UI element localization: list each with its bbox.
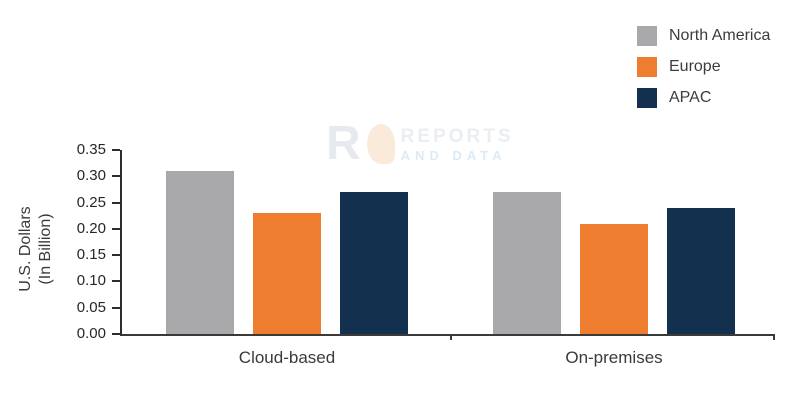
y-tick-label: 0.05: [76, 298, 106, 316]
y-axis-title-line1: U.S. Dollars: [17, 206, 34, 292]
y-tick-mark: [112, 149, 120, 151]
y-tick-mark: [112, 254, 120, 257]
y-tick-label: 0.00: [76, 325, 106, 342]
y-tick-mark: [112, 175, 120, 178]
y-tick-label: 0.20: [76, 219, 106, 237]
plot-area: 0.00 0.05 0.10 0.15 0.20 0.25 0.30 0.35: [77, 141, 775, 342]
bar-north-america-on-premises: [492, 192, 561, 334]
y-axis-title-line2: (In Billion): [37, 213, 54, 285]
y-tick-label: 0.15: [76, 246, 106, 264]
y-tick-label: 0.25: [76, 193, 106, 211]
y-tick-label: 0.10: [76, 272, 106, 290]
category-label-cloud-based: Cloud-based: [238, 348, 336, 367]
y-tick-mark: [112, 306, 120, 309]
y-tick-label: 0.30: [76, 167, 106, 185]
bar-apac-on-premises: [666, 207, 735, 334]
legend-swatch-europe: [637, 57, 657, 77]
bar-apac-cloud-based: [339, 192, 408, 334]
y-tick-mark: [112, 333, 120, 335]
legend: North America Europe APAC: [637, 26, 770, 108]
bar-europe-cloud-based: [252, 213, 321, 334]
legend-swatch-apac: [637, 88, 657, 108]
y-tick-mark: [112, 280, 120, 283]
bar-europe-on-premises: [579, 223, 648, 334]
legend-item-north-america: North America: [637, 26, 770, 46]
y-tick-label: 0.35: [76, 141, 106, 158]
bar-north-america-cloud-based: [165, 171, 234, 334]
watermark-line1: REPORTS: [400, 125, 514, 147]
legend-label: APAC: [669, 89, 712, 106]
y-axis-title: U.S. Dollars (In Billion): [16, 149, 60, 349]
legend-label: North America: [669, 27, 771, 44]
y-tick-mark: [112, 227, 120, 230]
y-tick-mark: [112, 201, 120, 204]
legend-label: Europe: [669, 58, 721, 75]
legend-swatch-north-america: [637, 26, 657, 46]
category-label-on-premises: On-premises: [565, 348, 663, 367]
legend-item-apac: APAC: [637, 88, 770, 108]
x-axis-end-tick: [773, 334, 775, 340]
x-axis-boundary-tick: [450, 334, 452, 340]
legend-item-europe: Europe: [637, 57, 770, 77]
